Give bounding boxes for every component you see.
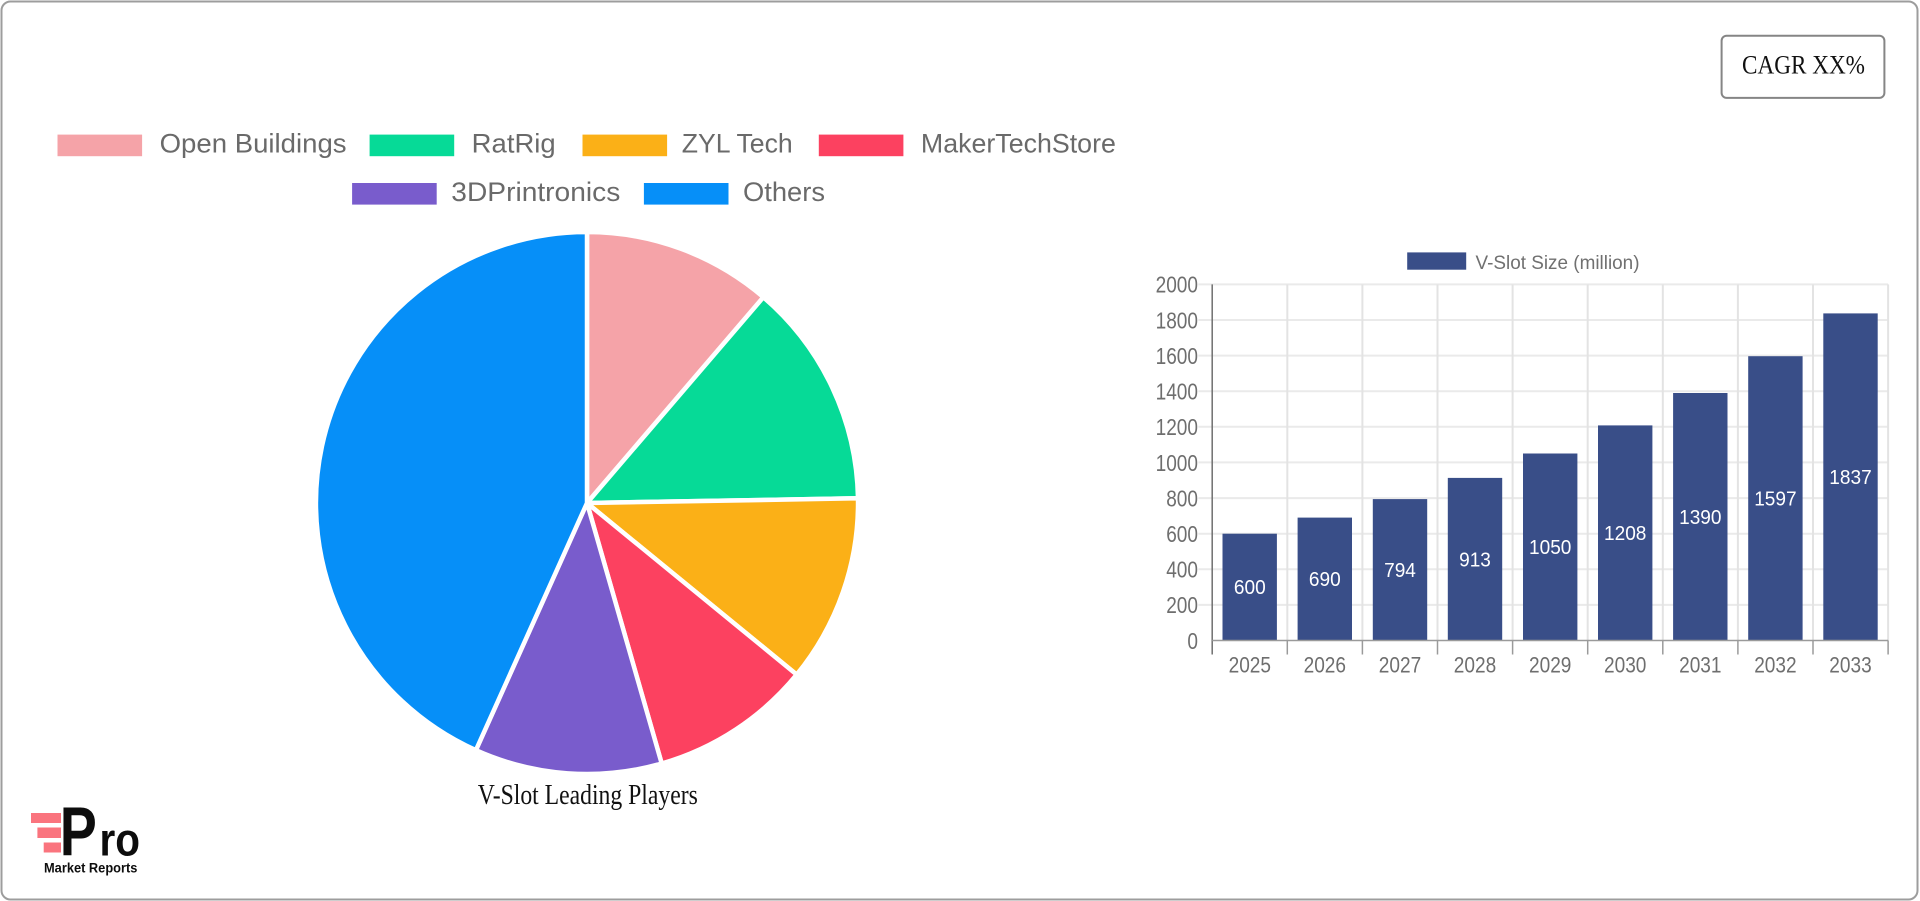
svg-text:2026: 2026 — [1304, 653, 1346, 678]
svg-text:1200: 1200 — [1156, 414, 1198, 440]
svg-text:600: 600 — [1234, 577, 1266, 599]
svg-text:400: 400 — [1166, 557, 1198, 583]
svg-text:2029: 2029 — [1529, 653, 1571, 678]
svg-text:ro: ro — [100, 814, 141, 866]
svg-text:Open Buildings: Open Buildings — [160, 129, 347, 159]
svg-text:690: 690 — [1309, 569, 1341, 591]
svg-text:3DPrintronics: 3DPrintronics — [451, 177, 620, 207]
svg-text:Others: Others — [743, 177, 825, 207]
svg-text:794: 794 — [1384, 560, 1416, 582]
svg-text:2033: 2033 — [1829, 653, 1871, 678]
svg-text:1000: 1000 — [1156, 450, 1198, 476]
svg-text:1837: 1837 — [1829, 467, 1871, 489]
svg-text:P: P — [60, 794, 97, 871]
svg-text:CAGR XX%: CAGR XX% — [1742, 49, 1865, 79]
svg-text:2030: 2030 — [1604, 653, 1646, 678]
svg-text:V-Slot Size (million): V-Slot Size (million) — [1476, 252, 1640, 274]
svg-text:200: 200 — [1166, 592, 1198, 618]
svg-text:1050: 1050 — [1529, 537, 1571, 559]
svg-text:MakerTechStore: MakerTechStore — [921, 129, 1116, 159]
svg-text:1597: 1597 — [1754, 488, 1796, 510]
svg-text:2000: 2000 — [1156, 272, 1198, 298]
svg-text:600: 600 — [1166, 521, 1198, 547]
svg-text:RatRig: RatRig — [472, 129, 556, 159]
svg-text:2032: 2032 — [1754, 653, 1796, 678]
svg-text:Market Reports: Market Reports — [44, 861, 137, 876]
svg-text:0: 0 — [1187, 628, 1198, 654]
svg-text:800: 800 — [1166, 485, 1198, 511]
svg-text:913: 913 — [1459, 549, 1491, 571]
svg-text:ZYL Tech: ZYL Tech — [682, 129, 793, 159]
svg-text:2031: 2031 — [1679, 653, 1721, 678]
svg-text:V-Slot Leading Players: V-Slot Leading Players — [478, 780, 698, 811]
svg-text:2025: 2025 — [1229, 653, 1271, 678]
svg-text:1400: 1400 — [1156, 379, 1198, 405]
svg-text:2027: 2027 — [1379, 653, 1421, 678]
svg-text:1800: 1800 — [1156, 307, 1198, 333]
svg-text:1390: 1390 — [1679, 507, 1721, 529]
svg-text:2028: 2028 — [1454, 653, 1496, 678]
svg-text:1600: 1600 — [1156, 343, 1198, 369]
svg-text:1208: 1208 — [1604, 523, 1646, 545]
